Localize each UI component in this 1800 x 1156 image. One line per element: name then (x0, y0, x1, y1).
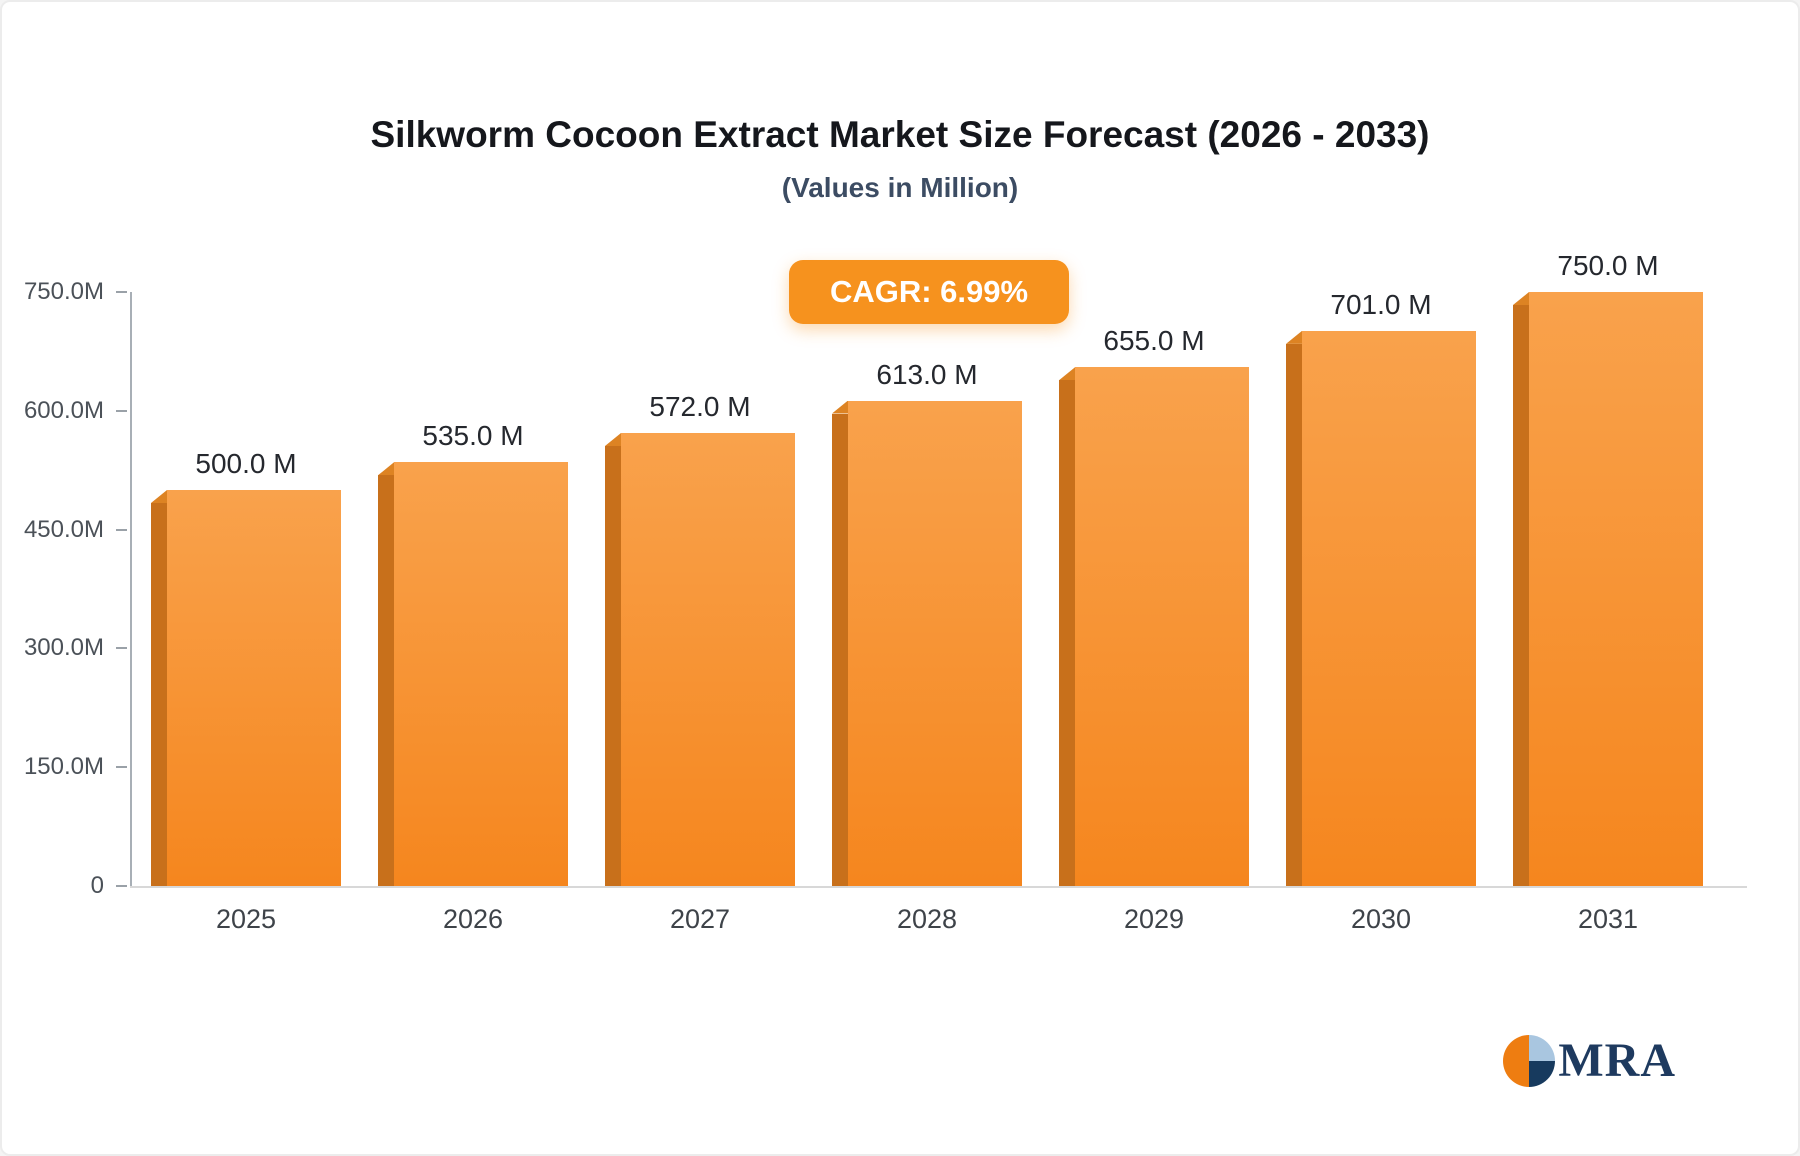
bar-value-label: 750.0 M (1557, 250, 1659, 281)
x-axis-label: 2027 (669, 904, 731, 934)
bar-face (1529, 292, 1703, 886)
bar-bevel (378, 462, 394, 476)
bar-value-label: 613.0 M (876, 358, 978, 390)
bar-face (621, 432, 795, 886)
bar-value-label: 655.0 M (1103, 325, 1205, 357)
bar-face (1302, 330, 1476, 886)
y-tick-label: 150.0M (23, 753, 104, 781)
mra-logo: MRA (1503, 1033, 1676, 1088)
y-tick-mark (116, 291, 127, 293)
y-tick-label: 450.0M (23, 515, 104, 543)
y-tick-mark (116, 647, 127, 650)
y-tick-label: 0 (90, 872, 104, 899)
x-labels: 2025 2026 2027 2028 2029 2030 2031 (151, 904, 1703, 935)
bar[interactable] (832, 400, 1022, 886)
x-axis-label: 2030 (1350, 904, 1412, 934)
bars: 500.0 M 535.0 M 572.0 M 613.0 M 655.0 M 701.0… (151, 250, 1703, 886)
plot-area: 500.0 M 535.0 M 572.0 M 613.0 M 655.0 M 701.0… (24, 250, 1747, 934)
bar-value-label: 572.0 M (649, 390, 751, 422)
y-tick-mark (116, 885, 127, 887)
bar-side (832, 413, 848, 886)
x-axis-baseline (130, 886, 1747, 888)
bar[interactable] (605, 432, 795, 886)
bar-value-label: 701.0 M (1330, 288, 1432, 320)
bar-bevel (1286, 330, 1302, 344)
x-axis-label: 2029 (1123, 904, 1185, 934)
bar[interactable] (1286, 330, 1476, 886)
y-tick-mark (116, 528, 127, 531)
y-tick-mark (116, 409, 127, 412)
bar-group: 613.0 M (832, 359, 1022, 886)
bar-group: 701.0 M (1286, 289, 1476, 886)
bar-side (378, 475, 394, 886)
bar-bevel (605, 432, 621, 446)
y-tick-mark (116, 766, 127, 769)
chart-subtitle: (Values in Million) (781, 172, 1019, 203)
bar-group: 750.0 M (1513, 250, 1703, 886)
chart-title: Silkworm Cocoon Extract Market Size Fore… (370, 114, 1430, 155)
bar-side (1059, 380, 1075, 886)
y-tick-label: 300.0M (23, 634, 104, 662)
mra-logo-icon (1503, 1034, 1556, 1087)
y-tick-label: 600.0M (23, 396, 104, 424)
bar-side (1286, 343, 1302, 886)
bar[interactable] (378, 462, 568, 886)
bar-value-label: 535.0 M (422, 420, 524, 452)
bar-group: 572.0 M (605, 391, 795, 886)
bar-face (1075, 367, 1249, 886)
bar-side (151, 503, 167, 886)
y-tick-label: 750.0M (23, 278, 104, 305)
bar-bevel (1513, 292, 1529, 305)
x-axis-label: 2025 (215, 904, 277, 934)
bar[interactable] (1513, 292, 1703, 886)
y-axis-line (130, 292, 132, 888)
bar-bevel (151, 490, 167, 503)
bar-side (1513, 305, 1529, 886)
x-axis-label: 2026 (442, 904, 504, 934)
bar-group: 500.0 M (151, 448, 341, 886)
x-axis-label: 2028 (896, 904, 958, 934)
bar-group: 655.0 M (1059, 325, 1249, 886)
bar-bevel (1059, 367, 1075, 381)
bar-face (167, 490, 341, 886)
bar-group: 535.0 M (378, 420, 568, 886)
bar-side (605, 445, 621, 886)
bar-face (394, 462, 568, 886)
mra-logo-text: MRA (1558, 1034, 1676, 1087)
bar-face (848, 400, 1022, 886)
bar-bevel (832, 400, 848, 414)
bar[interactable] (1059, 367, 1249, 886)
bar[interactable] (151, 490, 341, 886)
x-axis-label: 2031 (1577, 904, 1639, 934)
bar-value-label: 500.0 M (195, 448, 297, 479)
cagr-badge: CAGR: 6.99% (789, 260, 1069, 324)
